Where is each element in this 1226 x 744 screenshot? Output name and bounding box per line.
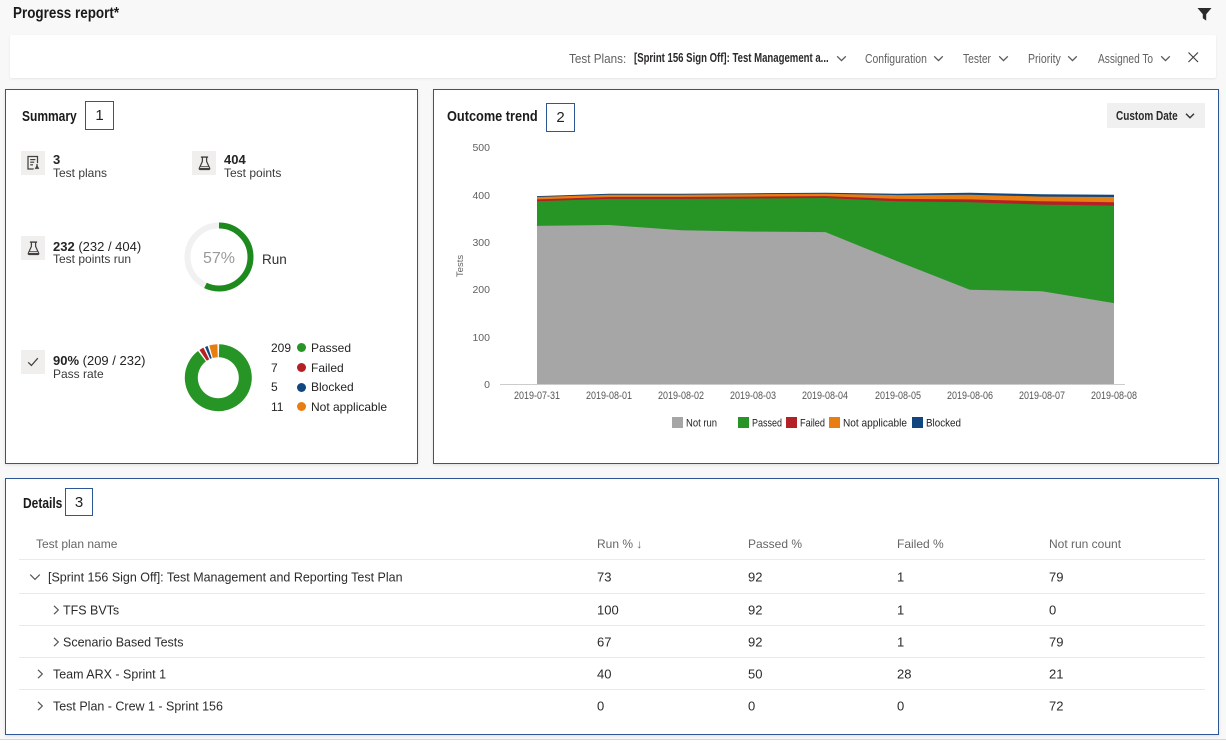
svg-text:2019-08-07: 2019-08-07 bbox=[1019, 390, 1065, 402]
svg-text:2019-08-08: 2019-08-08 bbox=[1091, 390, 1137, 402]
svg-text:2019-08-05: 2019-08-05 bbox=[875, 390, 921, 402]
svg-text:400: 400 bbox=[472, 190, 490, 202]
svg-text:Not applicable: Not applicable bbox=[843, 418, 907, 430]
svg-text:Blocked: Blocked bbox=[926, 418, 961, 430]
svg-text:2019-08-04: 2019-08-04 bbox=[802, 390, 848, 402]
svg-text:Tests: Tests bbox=[455, 255, 466, 277]
svg-text:Not run: Not run bbox=[686, 418, 717, 430]
svg-text:57%: 57% bbox=[203, 250, 235, 267]
svg-text:Passed: Passed bbox=[752, 418, 782, 430]
svg-text:0: 0 bbox=[484, 379, 490, 391]
svg-text:500: 500 bbox=[472, 142, 490, 154]
svg-text:200: 200 bbox=[472, 284, 490, 296]
svg-text:2019-08-01: 2019-08-01 bbox=[586, 390, 632, 402]
svg-text:300: 300 bbox=[472, 237, 490, 249]
svg-text:2019-08-06: 2019-08-06 bbox=[947, 390, 993, 402]
svg-text:2019-07-31: 2019-07-31 bbox=[514, 390, 560, 402]
svg-text:2019-08-02: 2019-08-02 bbox=[658, 390, 704, 402]
svg-text:Failed: Failed bbox=[800, 418, 825, 430]
svg-text:100: 100 bbox=[472, 332, 490, 344]
svg-text:2019-08-03: 2019-08-03 bbox=[730, 390, 776, 402]
